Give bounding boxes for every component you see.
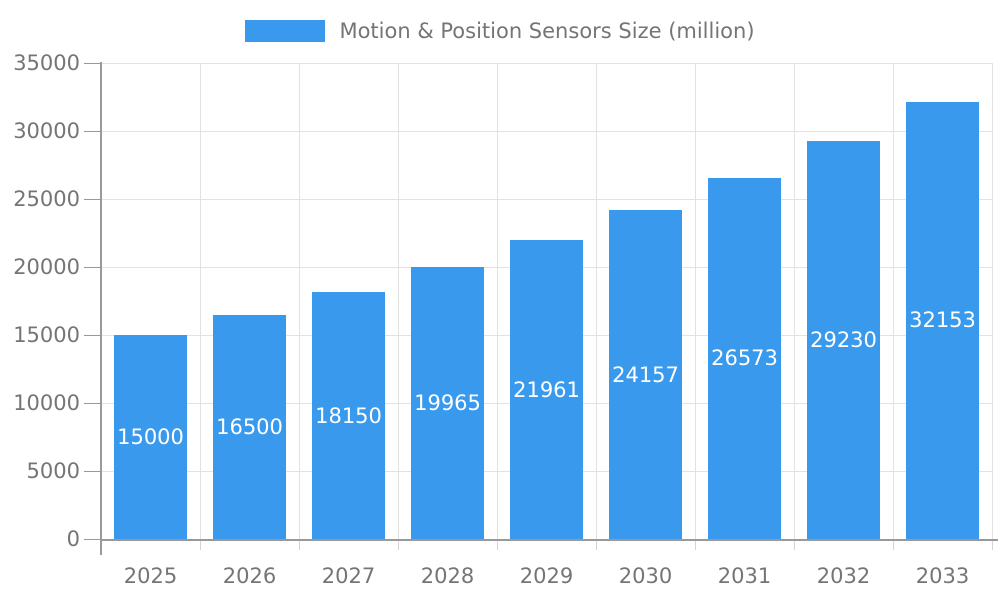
x-axis-tick-label: 2032 bbox=[816, 564, 871, 588]
y-axis-tick-label: 25000 bbox=[13, 187, 80, 211]
x-axis-tick bbox=[397, 541, 399, 550]
grid-line-v bbox=[991, 63, 993, 539]
grid-line-v bbox=[793, 63, 795, 539]
grid-line-v bbox=[496, 63, 498, 539]
x-axis-tick-label: 2029 bbox=[519, 564, 574, 588]
y-axis-tick bbox=[84, 130, 101, 132]
x-axis-tick-label: 2030 bbox=[618, 564, 673, 588]
bar-value-label: 21961 bbox=[513, 377, 580, 402]
bar-2032[interactable]: 29230 bbox=[807, 141, 880, 539]
y-axis-tick-label: 20000 bbox=[13, 255, 80, 279]
x-axis-tick-label: 2033 bbox=[915, 564, 970, 588]
x-axis-tick bbox=[694, 541, 696, 550]
bar-value-label: 18150 bbox=[315, 403, 382, 428]
bar-2031[interactable]: 26573 bbox=[708, 177, 781, 539]
x-axis-tick-label: 2025 bbox=[123, 564, 178, 588]
bar-value-label: 19965 bbox=[414, 391, 481, 416]
grid-line-h bbox=[101, 130, 992, 132]
legend-label: Motion & Position Sensors Size (million) bbox=[339, 19, 755, 43]
grid-line-v bbox=[397, 63, 399, 539]
x-axis-tick bbox=[298, 541, 300, 550]
grid-line-h bbox=[101, 62, 992, 64]
bar-value-label: 26573 bbox=[711, 346, 778, 371]
x-axis-tick-label: 2028 bbox=[420, 564, 475, 588]
x-axis-tick-label: 2026 bbox=[222, 564, 277, 588]
legend[interactable]: Motion & Position Sensors Size (million) bbox=[0, 17, 1000, 45]
x-axis-tick bbox=[991, 541, 993, 550]
y-axis-tick-label: 5000 bbox=[26, 459, 80, 483]
x-axis-tick bbox=[199, 541, 201, 550]
y-axis-tick-label: 35000 bbox=[13, 51, 80, 75]
bar-value-label: 32153 bbox=[909, 308, 976, 333]
y-axis-tick bbox=[84, 470, 101, 472]
bar-2027[interactable]: 18150 bbox=[312, 292, 385, 539]
x-axis-tick bbox=[595, 541, 597, 550]
bar-value-label: 16500 bbox=[216, 414, 283, 439]
y-axis-tick bbox=[84, 62, 101, 64]
y-axis-tick-label: 15000 bbox=[13, 323, 80, 347]
x-axis-tick bbox=[892, 541, 894, 550]
y-axis-tick bbox=[84, 198, 101, 200]
y-axis-tick bbox=[84, 334, 101, 336]
bar-value-label: 24157 bbox=[612, 362, 679, 387]
bar-2025[interactable]: 15000 bbox=[114, 335, 187, 539]
bar-2029[interactable]: 21961 bbox=[510, 240, 583, 539]
y-axis-tick bbox=[84, 538, 101, 540]
bar-2026[interactable]: 16500 bbox=[213, 314, 286, 539]
y-axis-tick-label: 30000 bbox=[13, 119, 80, 143]
x-axis-tick bbox=[793, 541, 795, 550]
bar-2028[interactable]: 19965 bbox=[411, 267, 484, 539]
x-axis-line bbox=[101, 539, 998, 541]
x-axis-tick-label: 2027 bbox=[321, 564, 376, 588]
x-axis-tick-label: 2031 bbox=[717, 564, 772, 588]
bar-value-label: 15000 bbox=[117, 425, 184, 449]
grid-line-h bbox=[101, 198, 992, 200]
grid-line-v bbox=[892, 63, 894, 539]
bar-2030[interactable]: 24157 bbox=[609, 210, 682, 539]
y-axis-tick bbox=[84, 402, 101, 404]
y-axis-tick-label: 0 bbox=[66, 527, 80, 551]
y-axis-line bbox=[100, 62, 102, 555]
grid-line-v bbox=[595, 63, 597, 539]
bar-2033[interactable]: 32153 bbox=[906, 101, 979, 539]
y-axis-tick bbox=[84, 266, 101, 268]
legend-swatch-icon bbox=[245, 20, 326, 42]
x-axis-tick bbox=[496, 541, 498, 550]
grid-line-v bbox=[199, 63, 201, 539]
bar-value-label: 29230 bbox=[810, 328, 877, 353]
grid-line-v bbox=[694, 63, 696, 539]
y-axis-tick-label: 10000 bbox=[13, 391, 80, 415]
grid-line-v bbox=[298, 63, 300, 539]
